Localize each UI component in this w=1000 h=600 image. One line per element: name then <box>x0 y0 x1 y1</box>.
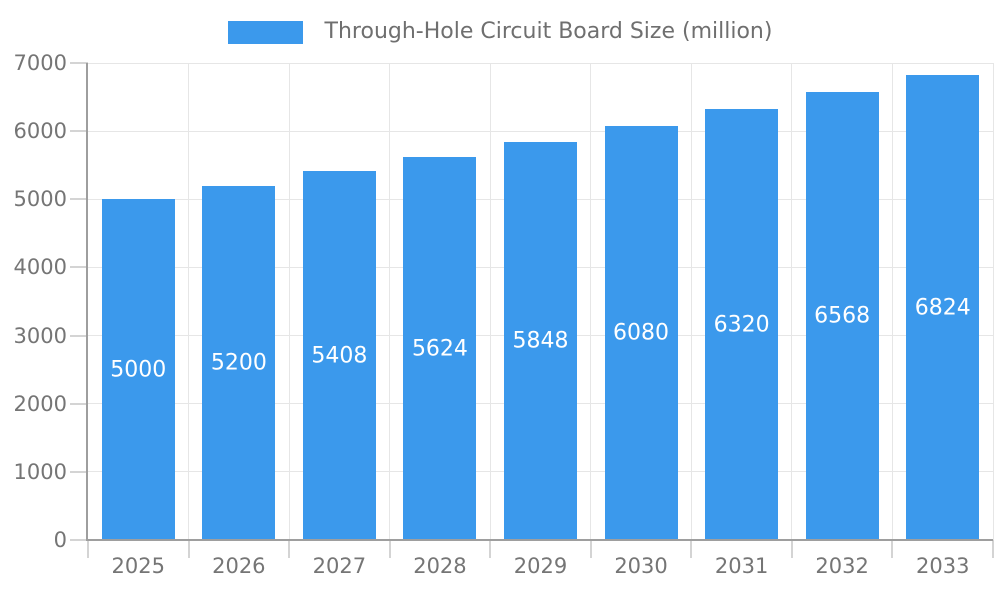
y-tick <box>70 198 88 201</box>
bar-value-label: 6080 <box>613 320 670 346</box>
bar[interactable] <box>504 142 577 540</box>
y-tick <box>70 470 88 473</box>
bar[interactable] <box>403 157 476 540</box>
y-tick-label: 5000 <box>13 187 67 212</box>
legend[interactable]: Through-Hole Circuit Board Size (million… <box>0 19 1000 45</box>
x-tick-label: 2027 <box>312 554 367 578</box>
y-gridline <box>88 62 993 64</box>
x-tick <box>87 540 89 558</box>
y-tick <box>70 539 88 541</box>
y-tick <box>70 266 88 269</box>
y-tick-label: 7000 <box>13 51 67 75</box>
x-axis-line <box>86 539 993 541</box>
x-gridline <box>288 63 290 540</box>
x-tick <box>992 540 994 558</box>
y-tick <box>70 130 88 133</box>
x-tick-label: 2030 <box>614 554 668 578</box>
bar[interactable] <box>806 92 879 540</box>
x-gridline <box>891 63 893 540</box>
bar-value-label: 5200 <box>210 350 267 376</box>
bar-value-label: 5000 <box>110 357 167 382</box>
bar[interactable] <box>102 199 175 540</box>
x-gridline <box>489 63 491 540</box>
x-gridline <box>690 63 692 540</box>
x-tick <box>187 540 190 558</box>
bar-value-label: 6824 <box>914 295 971 320</box>
x-tick-label: 2033 <box>915 554 970 578</box>
x-tick-label: 2025 <box>111 554 165 578</box>
x-gridline <box>188 63 190 540</box>
y-tick-label: 2000 <box>13 391 67 416</box>
x-tick <box>589 540 592 558</box>
bar-value-label: 5408 <box>311 343 368 368</box>
bar-value-label: 5624 <box>411 336 468 361</box>
bar-value-label: 6320 <box>713 312 770 337</box>
x-tick <box>790 540 793 558</box>
bar-value-label: 5848 <box>512 328 569 354</box>
x-gridline <box>791 63 793 540</box>
x-gridline <box>389 63 391 540</box>
x-gridline <box>992 63 994 540</box>
y-tick-label: 1000 <box>13 459 67 484</box>
x-tick <box>891 540 894 558</box>
x-tick <box>288 540 291 558</box>
y-tick-label: 6000 <box>13 119 67 144</box>
x-tick <box>489 540 492 558</box>
bar[interactable] <box>906 75 979 540</box>
x-tick <box>388 540 391 558</box>
y-tick-label: 3000 <box>13 323 67 348</box>
x-gridline <box>590 63 592 540</box>
x-tick-label: 2026 <box>212 554 266 578</box>
legend-swatch <box>227 20 303 44</box>
y-gridline <box>88 130 993 132</box>
x-tick <box>690 540 693 558</box>
x-tick-label: 2031 <box>714 554 769 578</box>
bar-value-label: 6568 <box>814 303 871 329</box>
x-tick-label: 2032 <box>815 554 869 578</box>
bar[interactable] <box>605 126 678 540</box>
bar[interactable] <box>303 171 376 540</box>
y-tick <box>70 402 88 405</box>
legend-label: Through-Hole Circuit Board Size (million… <box>324 19 773 44</box>
y-tick-label: 0 <box>53 528 67 552</box>
x-tick-label: 2029 <box>513 554 568 578</box>
y-tick-label: 4000 <box>13 255 67 280</box>
y-axis-line <box>86 63 88 540</box>
bar[interactable] <box>202 186 275 540</box>
y-tick <box>70 62 88 64</box>
y-tick <box>70 334 88 337</box>
bar[interactable] <box>705 109 778 540</box>
x-tick-label: 2028 <box>413 554 467 578</box>
